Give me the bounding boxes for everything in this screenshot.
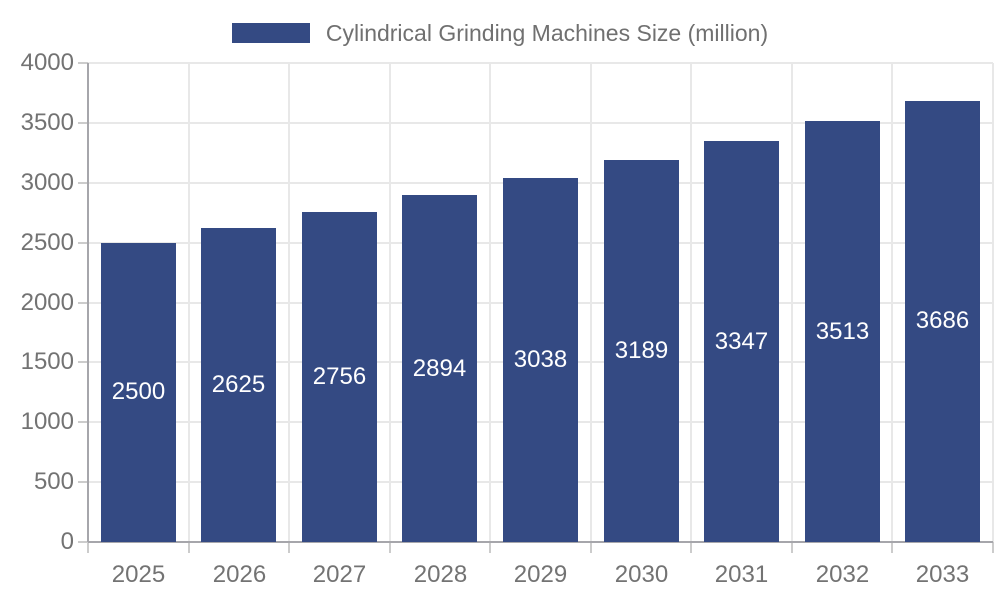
gridline-vertical [589,63,592,542]
gridline-horizontal [88,62,993,64]
x-axis-tick-label: 2028 [413,561,468,588]
y-axis-tick-label: 500 [33,468,74,496]
y-axis-tick-label: 2000 [20,288,74,316]
bar-value-label: 3347 [714,328,769,355]
y-axis-tick-label: 3500 [20,108,74,136]
y-axis-tick-label: 1000 [20,408,74,436]
y-axis-tick [78,121,88,124]
y-axis-tick [78,181,88,184]
y-axis-tick-label: 0 [60,528,74,555]
y-axis-line [87,63,89,542]
y-axis-tick-label: 1500 [20,348,74,376]
x-axis-tick-label: 2032 [815,561,870,588]
x-axis-tick-label: 2030 [614,561,669,588]
gridline-horizontal [88,121,993,124]
legend-swatch [231,23,310,43]
x-axis-tick-label: 2027 [312,561,367,588]
legend-label: Cylindrical Grinding Machines Size (mill… [325,19,769,46]
gridline-vertical [187,63,190,542]
bar[interactable] [805,121,880,542]
bar[interactable] [402,195,477,542]
y-axis-tick [78,541,88,543]
x-axis-line [88,541,993,543]
bar[interactable] [302,212,377,542]
bar-value-label: 3038 [513,346,568,373]
x-axis-tick [87,542,89,553]
y-axis-tick [78,481,88,484]
bar[interactable] [704,141,779,542]
x-axis-tick-label: 2026 [212,561,267,588]
y-axis-tick [78,241,88,244]
x-axis-tick [992,542,994,553]
x-axis-tick [589,542,592,553]
bar[interactable] [503,178,578,542]
gridline-vertical [388,63,391,542]
x-axis-tick [288,542,291,553]
bar-value-label: 2756 [312,363,367,390]
gridline-vertical [690,63,693,542]
bar-value-label: 2894 [412,355,467,382]
x-axis-tick [489,542,492,553]
bar[interactable] [905,101,980,542]
x-axis-tick [790,542,793,553]
bar-value-label: 3513 [815,318,870,345]
gridline-vertical [489,63,492,542]
x-axis-tick [690,542,693,553]
bar[interactable] [201,228,276,542]
gridline-vertical [891,63,894,542]
x-axis-tick [187,542,190,553]
bar[interactable] [604,160,679,542]
bar-value-label: 2625 [211,371,266,398]
x-axis-tick-label: 2031 [714,561,769,588]
y-axis-tick-label: 3000 [20,168,74,196]
bar-value-label: 3686 [915,307,970,334]
y-axis-tick [78,361,88,364]
gridline-vertical [790,63,793,542]
y-axis-tick [78,62,88,64]
y-axis-tick-label: 2500 [20,228,74,256]
y-axis-tick [78,421,88,424]
x-axis-tick-label: 2033 [915,561,970,588]
bar-value-label: 3189 [614,337,669,364]
y-axis-tick [78,301,88,304]
x-axis-tick-label: 2029 [513,561,568,588]
gridline-vertical [992,63,994,542]
legend[interactable]: Cylindrical Grinding Machines Size (mill… [0,10,1000,56]
x-axis-tick-label: 2025 [111,561,166,588]
gridline-vertical [288,63,291,542]
x-axis-tick [891,542,894,553]
y-axis-tick-label: 4000 [20,49,74,76]
bar[interactable] [101,243,176,542]
x-axis-tick [388,542,391,553]
bar-value-label: 2500 [111,378,166,405]
